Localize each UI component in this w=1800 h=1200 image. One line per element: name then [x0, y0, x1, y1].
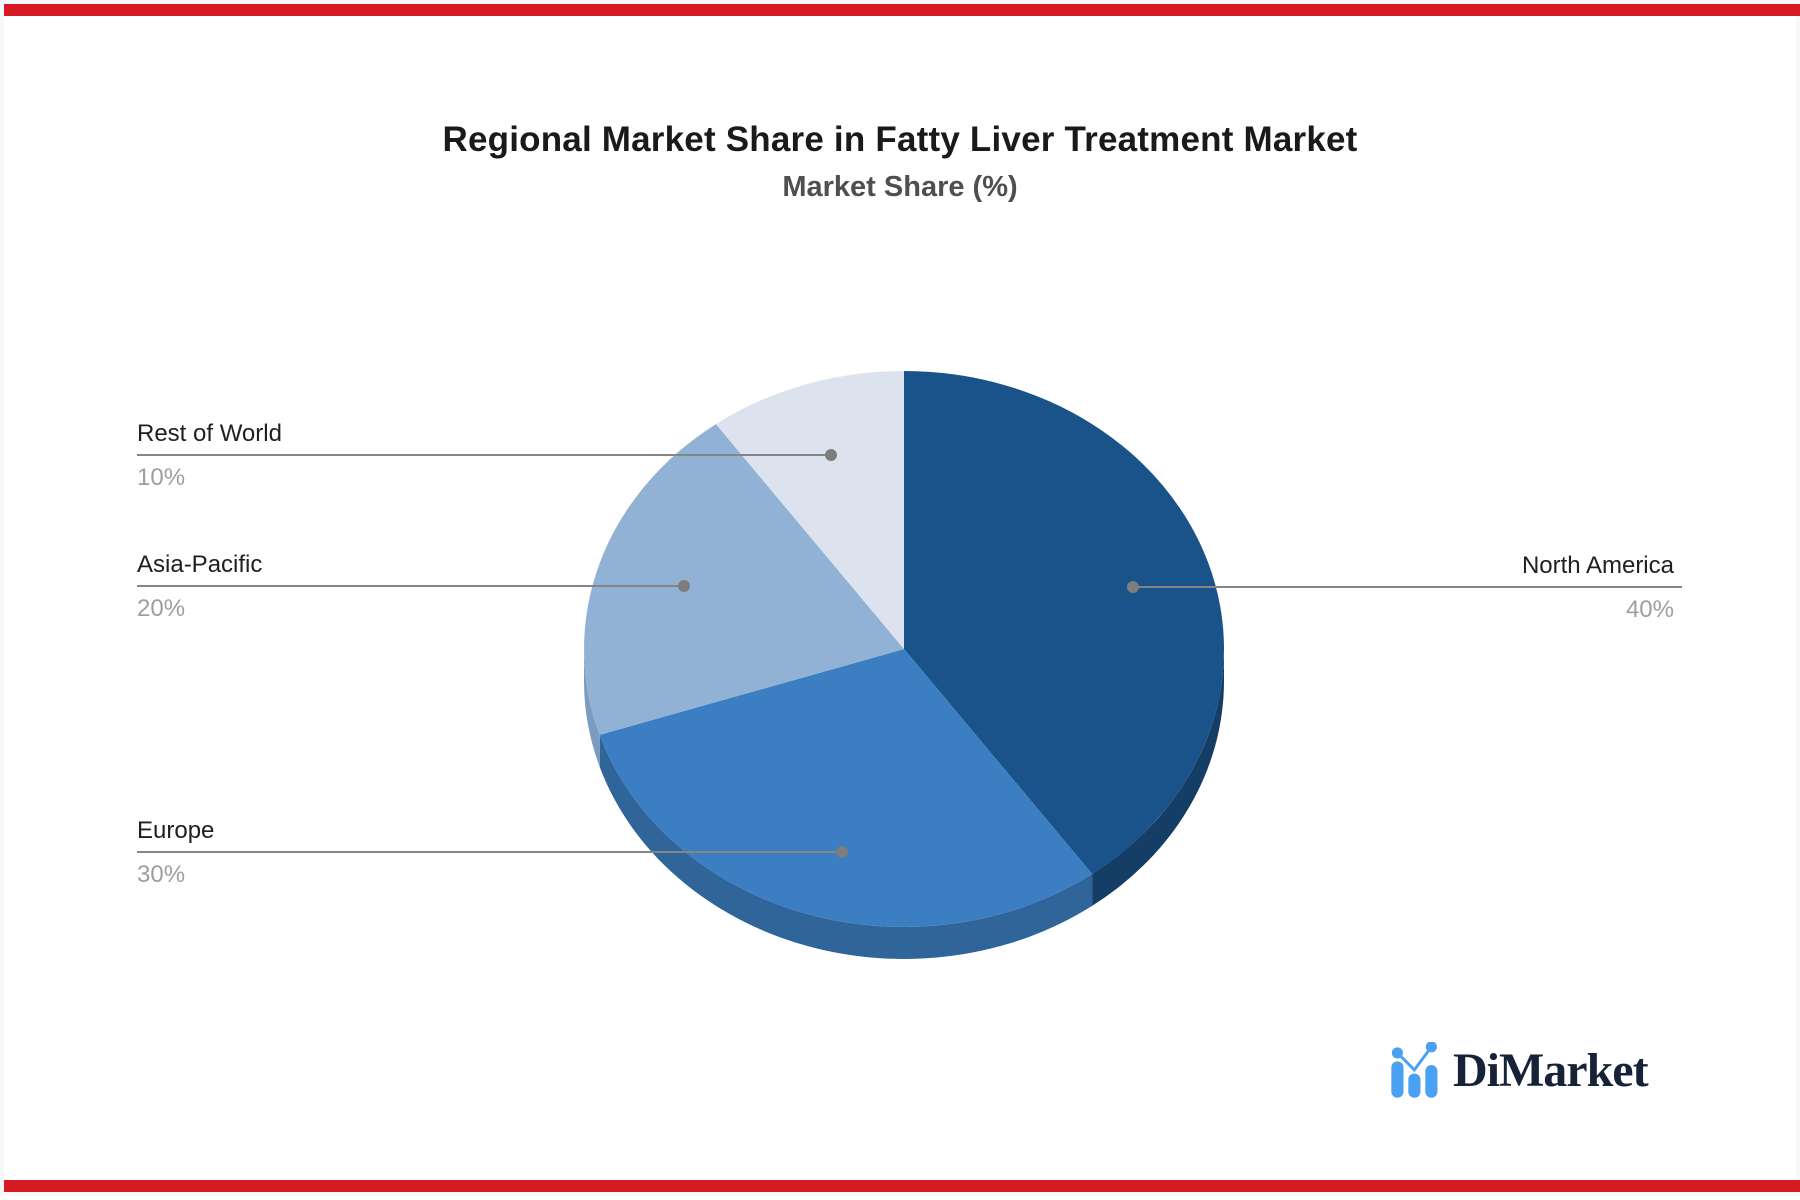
- slice-value-europe: 30%: [137, 861, 186, 888]
- pie-chart: [137, 371, 1682, 959]
- pie-slice-side-europe: [599, 734, 1093, 959]
- pie-slice-side-asia-pacific: [584, 649, 600, 767]
- pie-slice-asia-pacific[interactable]: [584, 424, 904, 735]
- slice-label-north-america: North America: [1521, 552, 1674, 579]
- slice-value-north-america: 40%: [1625, 596, 1674, 623]
- slice-label-rest-of-world: Rest of World: [137, 420, 282, 447]
- slice-value-rest-of-world: 10%: [137, 464, 186, 491]
- pie-slice-rest-of-world[interactable]: [715, 371, 904, 649]
- pie-slice-europe[interactable]: [599, 649, 1093, 927]
- chart-subtitle: Market Share (%): [782, 171, 1018, 203]
- leader-dot-europe: [836, 846, 848, 858]
- top-red-bar: [4, 4, 1800, 16]
- leader-dot-rest-of-world: [825, 449, 837, 461]
- chart-title: Regional Market Share in Fatty Liver Tre…: [442, 120, 1358, 159]
- dimarket-logo-text: DiMarket: [1453, 1043, 1649, 1097]
- bar-line-chart-icon: [1391, 1042, 1438, 1098]
- pie-slice-north-america[interactable]: [904, 371, 1224, 874]
- slice-label-asia-pacific: Asia-Pacific: [137, 551, 263, 578]
- dimarket-logo: DiMarket: [1390, 1042, 1649, 1099]
- pie-slice-side-north-america: [1092, 649, 1224, 906]
- leader-dot-north-america: [1127, 581, 1139, 593]
- slice-label-europe: Europe: [137, 817, 215, 844]
- slice-value-asia-pacific: 20%: [137, 595, 186, 622]
- bottom-red-bar: [4, 1180, 1800, 1192]
- leader-dot-asia-pacific: [678, 580, 690, 592]
